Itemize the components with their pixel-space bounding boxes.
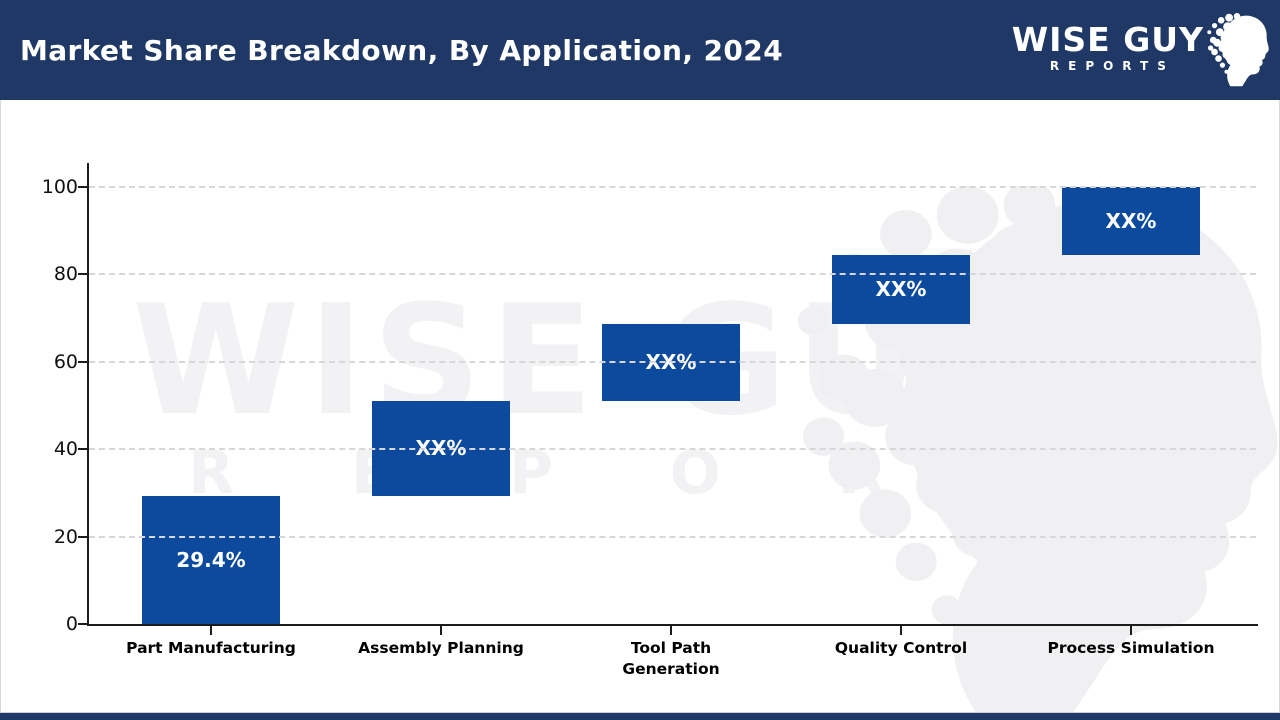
chart-title: Market Share Breakdown, By Application, … xyxy=(20,33,784,67)
x-axis-line xyxy=(87,624,1258,626)
x-tick-mark-2 xyxy=(670,626,672,635)
x-category-label-1: Assembly Planning xyxy=(326,638,556,659)
x-category-label-line: Part Manufacturing xyxy=(126,639,296,657)
y-tick-label-100: 100 xyxy=(41,176,78,198)
y-axis-line xyxy=(87,163,89,626)
y-tick-label-40: 40 xyxy=(53,438,78,461)
y-tick-mark-100 xyxy=(78,186,87,188)
bar-value-label-1: XX% xyxy=(415,436,467,461)
brand-logo: WISE GUY REPORTS xyxy=(1012,8,1269,94)
bar-value-label-0: 29.4% xyxy=(176,547,246,572)
x-tick-mark-4 xyxy=(1130,626,1132,635)
x-tick-mark-0 xyxy=(210,626,212,635)
x-category-label-line: Generation xyxy=(622,660,720,678)
x-tick-mark-3 xyxy=(900,626,902,635)
header-bar: Market Share Breakdown, By Application, … xyxy=(0,0,1280,100)
y-tick-mark-40 xyxy=(78,448,87,451)
gridline-80 xyxy=(89,273,1256,276)
gridline-100 xyxy=(89,186,1256,188)
x-category-label-line: Process Simulation xyxy=(1047,639,1215,657)
x-category-label-0: Part Manufacturing xyxy=(96,638,326,659)
brand-logo-text: WISE GUY REPORTS xyxy=(1012,22,1204,74)
y-tick-mark-20 xyxy=(78,535,87,538)
y-tick-label-80: 80 xyxy=(53,263,78,286)
bar-segment-1: XX% xyxy=(372,400,510,496)
footer-bar xyxy=(0,713,1280,720)
gridline-20 xyxy=(89,535,1256,538)
bar-segment-3: XX% xyxy=(832,255,970,324)
brand-subtitle: REPORTS xyxy=(1049,59,1175,73)
bar-value-label-3: XX% xyxy=(875,277,927,302)
x-category-label-line: Quality Control xyxy=(834,639,968,657)
y-tick-mark-0 xyxy=(78,623,87,625)
brand-name: WISE GUY xyxy=(1011,20,1204,59)
x-category-label-line: Assembly Planning xyxy=(358,639,524,657)
gridline-40 xyxy=(89,448,1256,451)
gridline-60 xyxy=(89,360,1256,363)
bar-segment-4: XX% xyxy=(1062,187,1200,256)
x-category-label-line: Tool Path xyxy=(630,639,712,657)
bar-value-label-4: XX% xyxy=(1105,209,1157,234)
y-tick-mark-60 xyxy=(78,360,87,363)
x-category-label-2: Tool Path Generation xyxy=(556,638,786,680)
y-tick-mark-80 xyxy=(78,273,87,276)
chart-area: WISE GUY R E P O R T S 0 20 40 60 80 100 29.4… xyxy=(0,100,1280,716)
x-category-label-3: Quality Control xyxy=(786,638,1016,659)
logo-head-icon xyxy=(1207,13,1269,87)
y-tick-label-20: 20 xyxy=(53,525,78,548)
x-tick-mark-1 xyxy=(440,626,442,635)
y-tick-label-0: 0 xyxy=(65,613,78,635)
x-category-label-4: Process Simulation xyxy=(1016,638,1246,659)
bar-segment-0: 29.4% xyxy=(142,495,280,624)
y-tick-label-60: 60 xyxy=(53,350,78,373)
